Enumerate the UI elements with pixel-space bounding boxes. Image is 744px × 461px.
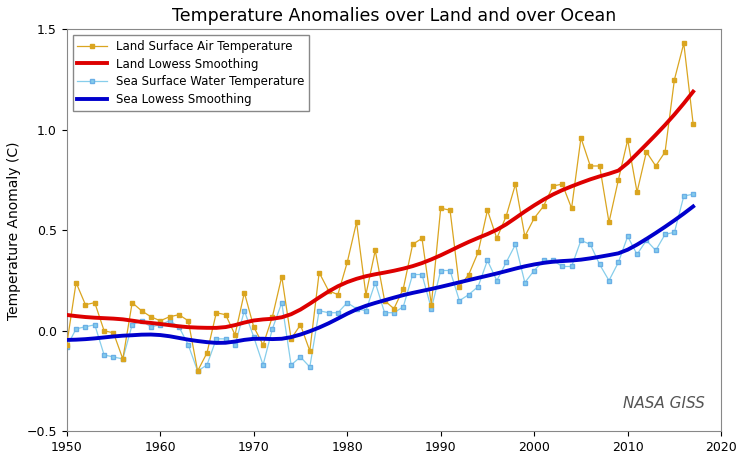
Sea Lowess Smoothing	[212, 340, 221, 346]
Land Surface Air Temperature	[689, 121, 698, 126]
Line: Sea Lowess Smoothing: Sea Lowess Smoothing	[67, 207, 693, 343]
Land Surface Air Temperature	[62, 342, 71, 348]
Line: Land Lowess Smoothing: Land Lowess Smoothing	[67, 92, 693, 328]
Sea Surface Water Temperature	[436, 268, 445, 273]
Land Lowess Smoothing	[436, 253, 445, 258]
Sea Surface Water Temperature	[333, 310, 342, 315]
Y-axis label: Temperature Anomaly (C): Temperature Anomaly (C)	[7, 141, 21, 319]
Land Lowess Smoothing	[333, 284, 342, 289]
Sea Surface Water Temperature	[193, 368, 202, 374]
Sea Surface Water Temperature	[62, 344, 71, 349]
Land Surface Air Temperature	[679, 41, 688, 46]
Sea Lowess Smoothing	[221, 340, 230, 345]
Land Lowess Smoothing	[221, 324, 230, 330]
Line: Land Surface Air Temperature: Land Surface Air Temperature	[64, 41, 696, 373]
Land Lowess Smoothing	[689, 89, 698, 95]
Land Surface Air Temperature	[623, 137, 632, 142]
Sea Lowess Smoothing	[632, 242, 641, 248]
Land Surface Air Temperature	[520, 234, 529, 239]
Sea Lowess Smoothing	[202, 339, 211, 345]
Sea Lowess Smoothing	[436, 284, 445, 290]
Sea Surface Water Temperature	[212, 336, 221, 342]
Legend: Land Surface Air Temperature, Land Lowess Smoothing, Sea Surface Water Temperatu: Land Surface Air Temperature, Land Lowes…	[73, 35, 310, 111]
Line: Sea Surface Water Temperature: Sea Surface Water Temperature	[64, 192, 696, 373]
Land Lowess Smoothing	[202, 325, 211, 331]
Land Surface Air Temperature	[493, 236, 501, 241]
Sea Surface Water Temperature	[427, 306, 436, 312]
Sea Surface Water Temperature	[221, 336, 230, 342]
Sea Lowess Smoothing	[333, 316, 342, 321]
Sea Lowess Smoothing	[427, 286, 436, 292]
Land Lowess Smoothing	[427, 257, 436, 262]
Sea Lowess Smoothing	[689, 204, 698, 209]
Land Surface Air Temperature	[632, 189, 641, 195]
Land Surface Air Temperature	[567, 206, 576, 211]
Text: NASA GISS: NASA GISS	[623, 396, 705, 411]
Land Lowess Smoothing	[632, 151, 641, 157]
Land Lowess Smoothing	[62, 312, 71, 318]
Sea Lowess Smoothing	[62, 337, 71, 343]
Land Surface Air Temperature	[642, 149, 651, 155]
Land Surface Air Temperature	[193, 368, 202, 374]
Sea Surface Water Temperature	[632, 252, 641, 257]
Title: Temperature Anomalies over Land and over Ocean: Temperature Anomalies over Land and over…	[172, 7, 616, 25]
Land Lowess Smoothing	[212, 325, 221, 331]
Sea Surface Water Temperature	[689, 191, 698, 197]
